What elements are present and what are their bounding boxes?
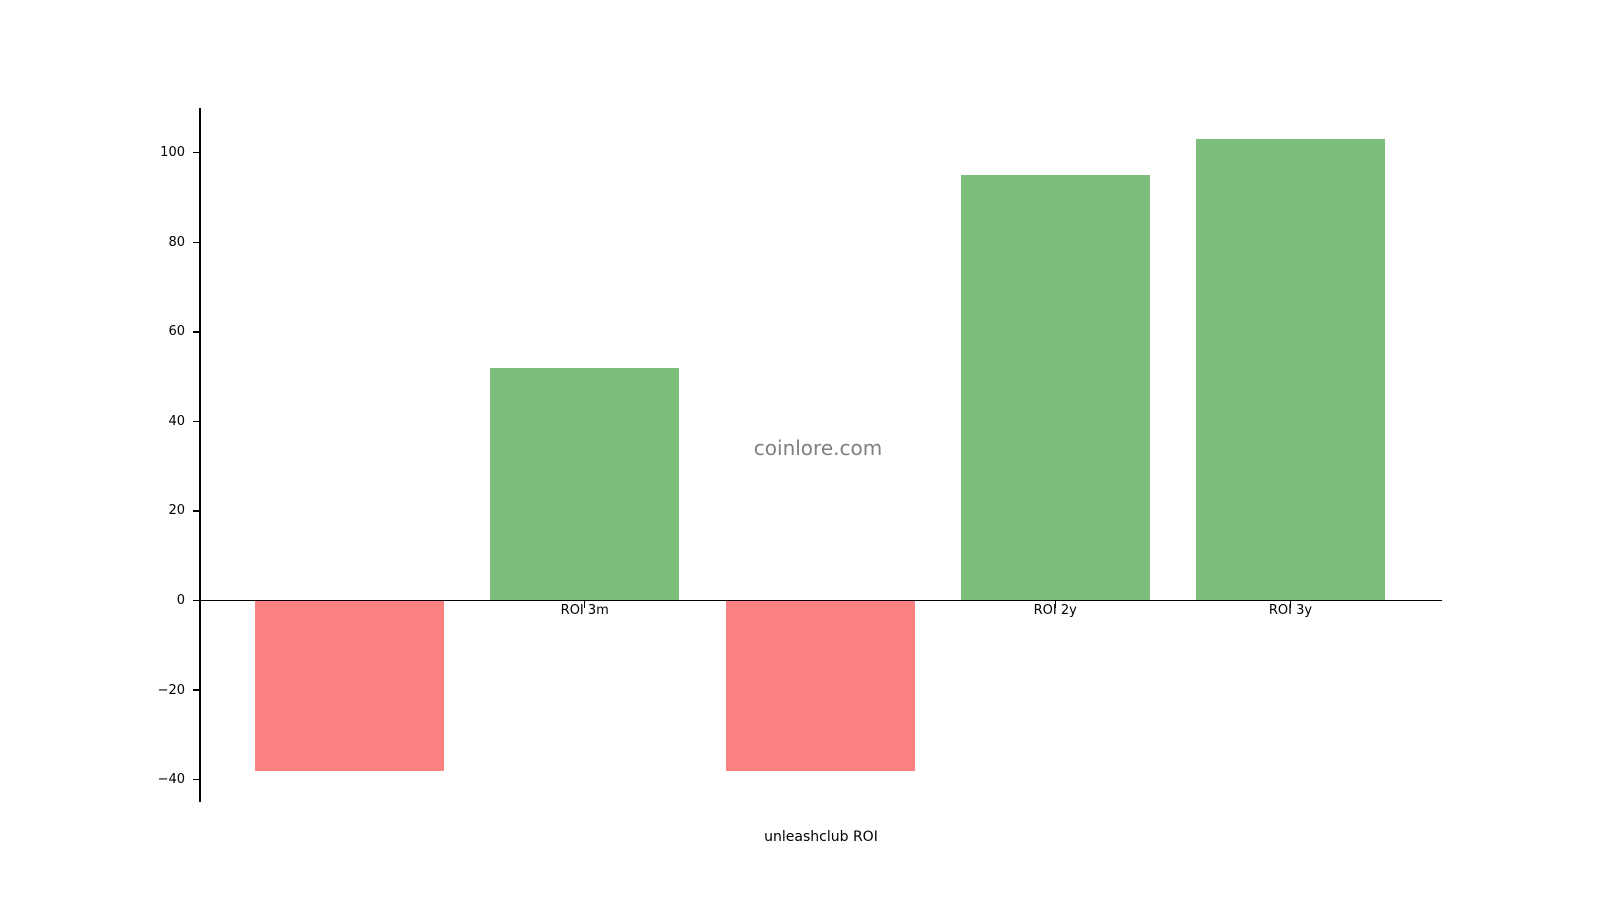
y-tick-label: 80 bbox=[168, 234, 185, 250]
x-axis-zero-line bbox=[199, 599, 1442, 602]
y-tick bbox=[193, 778, 200, 781]
y-tick-label: −40 bbox=[157, 772, 185, 788]
y-tick-label: 0 bbox=[176, 593, 185, 609]
y-axis-spine bbox=[199, 108, 201, 802]
y-tick-label: 20 bbox=[168, 503, 185, 519]
x-tick bbox=[584, 600, 586, 608]
bar-negative bbox=[255, 600, 444, 771]
coinlore-watermark: coinlore.com bbox=[753, 436, 883, 460]
x-tick bbox=[1289, 600, 1292, 608]
y-tick-label: 40 bbox=[168, 413, 185, 429]
y-tick bbox=[193, 510, 200, 512]
y-tick bbox=[193, 152, 200, 154]
bar-negative bbox=[725, 600, 915, 771]
y-tick-label: −20 bbox=[157, 682, 185, 698]
y-tick bbox=[193, 689, 200, 691]
y-tick bbox=[193, 241, 200, 243]
y-tick-label: 100 bbox=[160, 145, 185, 161]
bar-positive bbox=[960, 175, 1150, 601]
y-tick bbox=[193, 331, 200, 333]
x-tick-label: ROI 2y bbox=[1033, 602, 1077, 618]
chart-title: unleashclub ROI bbox=[764, 829, 878, 845]
y-tick bbox=[193, 599, 200, 602]
y-tick-label: 60 bbox=[168, 324, 185, 340]
x-tick bbox=[1054, 600, 1056, 608]
y-tick bbox=[193, 420, 200, 423]
bar-positive bbox=[1196, 139, 1385, 601]
x-tick-label: ROI 3y bbox=[1268, 602, 1313, 618]
x-tick-label: ROI 3m bbox=[560, 602, 609, 618]
bar-positive bbox=[490, 367, 680, 601]
